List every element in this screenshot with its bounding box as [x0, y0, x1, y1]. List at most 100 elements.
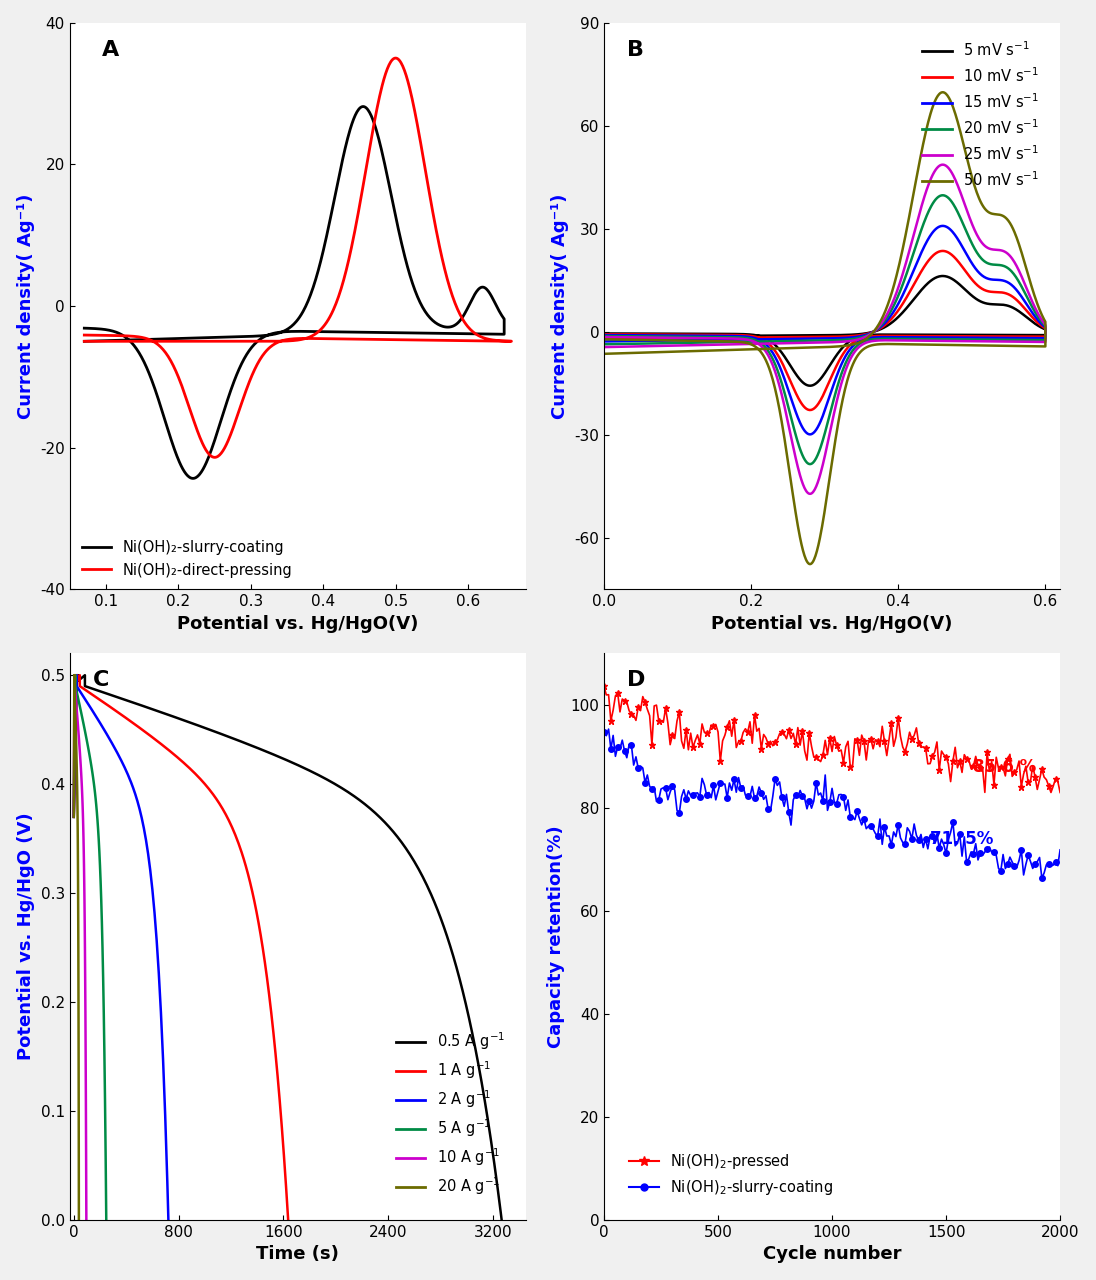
10 mV s$^{-1}$ — [936, 243, 949, 259]
20 mV s$^{-1}$ — [715, 334, 728, 349]
Legend: Ni(OH)₂-slurry-coating, Ni(OH)₂-direct-pressing: Ni(OH)₂-slurry-coating, Ni(OH)₂-direct-p… — [77, 536, 296, 582]
10 A g$^{-1}$ — [70, 696, 83, 712]
1 A g$^{-1}$ — [231, 832, 244, 847]
15 mV s$^{-1}$ — [895, 289, 909, 305]
Ni(OH)$_2$-slurry-coating — [1053, 842, 1066, 858]
20 A g$^{-1}$ — [67, 809, 80, 824]
Line: 0.5 A g$^{-1}$: 0.5 A g$^{-1}$ — [73, 676, 502, 1220]
5 mV s$^{-1}$ — [597, 326, 610, 342]
Ni(OH)$_2$-pressed — [844, 759, 857, 774]
15 mV s$^{-1}$ — [997, 330, 1011, 346]
0.5 A g$^{-1}$ — [67, 809, 80, 824]
50 mV s$^{-1}$ — [597, 332, 610, 347]
Line: 20 A g$^{-1}$: 20 A g$^{-1}$ — [73, 676, 79, 1220]
Line: 50 mV s$^{-1}$: 50 mV s$^{-1}$ — [604, 92, 1046, 564]
5 mV s$^{-1}$ — [597, 329, 610, 344]
Line: 1 A g$^{-1}$: 1 A g$^{-1}$ — [73, 676, 288, 1220]
Y-axis label: Current density( Ag⁻¹): Current density( Ag⁻¹) — [16, 193, 35, 419]
10 mV s$^{-1}$ — [895, 298, 909, 314]
10 A g$^{-1}$ — [75, 769, 88, 785]
Ni(OH)$_2$-pressed — [1053, 785, 1066, 800]
5 mV s$^{-1}$ — [936, 269, 949, 284]
X-axis label: Time (s): Time (s) — [256, 1245, 340, 1263]
Ni(OH)$_2$-slurry-coating — [597, 724, 610, 740]
2 A g$^{-1}$ — [68, 745, 81, 760]
X-axis label: Cycle number: Cycle number — [763, 1245, 901, 1263]
20 A g$^{-1}$ — [71, 832, 84, 847]
20 A g$^{-1}$ — [71, 804, 84, 819]
5 A g$^{-1}$ — [68, 723, 81, 739]
5 A g$^{-1}$ — [90, 804, 103, 819]
50 mV s$^{-1}$ — [895, 246, 909, 261]
Ni(OH)$_2$-slurry-coating — [846, 809, 859, 824]
Line: Ni(OH)$_2$-slurry-coating: Ni(OH)$_2$-slurry-coating — [602, 726, 1063, 881]
Legend: 0.5 A g$^{-1}$, 1 A g$^{-1}$, 2 A g$^{-1}$, 5 A g$^{-1}$, 10 A g$^{-1}$, 20 A g$: 0.5 A g$^{-1}$, 1 A g$^{-1}$, 2 A g$^{-1… — [391, 1025, 510, 1202]
25 mV s$^{-1}$ — [803, 486, 817, 502]
5 mV s$^{-1}$ — [715, 328, 728, 343]
50 mV s$^{-1}$ — [936, 84, 949, 100]
2 A g$^{-1}$ — [136, 815, 149, 831]
Text: B: B — [627, 40, 643, 60]
5 A g$^{-1}$ — [100, 1212, 113, 1228]
50 mV s$^{-1}$ — [803, 557, 817, 572]
20 A g$^{-1}$ — [71, 914, 84, 929]
Ni(OH)$_2$-pressed — [789, 737, 802, 753]
Line: 25 mV s$^{-1}$: 25 mV s$^{-1}$ — [604, 165, 1046, 494]
Line: 5 mV s$^{-1}$: 5 mV s$^{-1}$ — [604, 276, 1046, 385]
Legend: Ni(OH)$_2$-pressed, Ni(OH)$_2$-slurry-coating: Ni(OH)$_2$-pressed, Ni(OH)$_2$-slurry-co… — [625, 1147, 837, 1202]
10 mV s$^{-1}$ — [803, 402, 817, 417]
1 A g$^{-1}$ — [69, 668, 82, 684]
20 mV s$^{-1}$ — [597, 337, 610, 352]
0.5 A g$^{-1}$ — [495, 1212, 509, 1228]
1 A g$^{-1}$ — [170, 749, 183, 764]
Legend: 5 mV s$^{-1}$, 10 mV s$^{-1}$, 15 mV s$^{-1}$, 20 mV s$^{-1}$, 25 mV s$^{-1}$, 5: 5 mV s$^{-1}$, 10 mV s$^{-1}$, 15 mV s$^… — [918, 36, 1043, 193]
10 A g$^{-1}$ — [68, 677, 81, 692]
10 mV s$^{-1}$ — [1016, 329, 1029, 344]
20 mV s$^{-1}$ — [895, 279, 909, 294]
1 A g$^{-1}$ — [67, 809, 80, 824]
20 mV s$^{-1}$ — [1016, 333, 1029, 348]
20 mV s$^{-1}$ — [997, 332, 1011, 347]
Line: 5 A g$^{-1}$: 5 A g$^{-1}$ — [73, 676, 106, 1220]
0.5 A g$^{-1}$ — [294, 759, 307, 774]
Y-axis label: Current density( Ag⁻¹): Current density( Ag⁻¹) — [550, 193, 569, 419]
2 A g$^{-1}$ — [135, 810, 148, 826]
20 A g$^{-1}$ — [68, 668, 81, 684]
20 mV s$^{-1}$ — [746, 334, 760, 349]
50 mV s$^{-1}$ — [746, 342, 760, 357]
0.5 A g$^{-1}$ — [76, 669, 89, 685]
Ni(OH)$_2$-slurry-coating — [791, 790, 804, 805]
Line: Ni(OH)$_2$-pressed: Ni(OH)$_2$-pressed — [601, 684, 1063, 796]
Ni(OH)$_2$-slurry-coating — [600, 728, 613, 744]
20 A g$^{-1}$ — [71, 813, 84, 828]
1 A g$^{-1}$ — [282, 1212, 295, 1228]
0.5 A g$^{-1}$ — [73, 672, 87, 687]
15 mV s$^{-1}$ — [597, 328, 610, 343]
2 A g$^{-1}$ — [75, 685, 88, 700]
15 mV s$^{-1}$ — [803, 426, 817, 442]
15 mV s$^{-1}$ — [715, 333, 728, 348]
50 mV s$^{-1}$ — [715, 343, 728, 358]
15 mV s$^{-1}$ — [597, 334, 610, 349]
15 mV s$^{-1}$ — [746, 332, 760, 347]
Y-axis label: Potential vs. Hg/HgO (V): Potential vs. Hg/HgO (V) — [18, 813, 35, 1060]
25 mV s$^{-1}$ — [1016, 334, 1029, 349]
25 mV s$^{-1}$ — [936, 157, 949, 173]
Ni(OH)$_2$-pressed — [639, 695, 652, 710]
1 A g$^{-1}$ — [156, 737, 169, 753]
10 mV s$^{-1}$ — [981, 284, 994, 300]
10 A g$^{-1}$ — [68, 759, 81, 774]
15 mV s$^{-1}$ — [936, 218, 949, 233]
Line: 20 mV s$^{-1}$: 20 mV s$^{-1}$ — [604, 196, 1046, 465]
2 A g$^{-1}$ — [137, 820, 150, 836]
50 mV s$^{-1}$ — [981, 204, 994, 219]
Ni(OH)$_2$-pressed — [1044, 785, 1058, 800]
10 A g$^{-1}$ — [71, 714, 84, 730]
5 A g$^{-1}$ — [68, 668, 81, 684]
Text: A: A — [102, 40, 119, 60]
20 mV s$^{-1}$ — [936, 188, 949, 204]
10 mV s$^{-1}$ — [715, 330, 728, 346]
25 mV s$^{-1}$ — [997, 334, 1011, 349]
25 mV s$^{-1}$ — [597, 329, 610, 344]
5 mV s$^{-1}$ — [981, 296, 994, 311]
